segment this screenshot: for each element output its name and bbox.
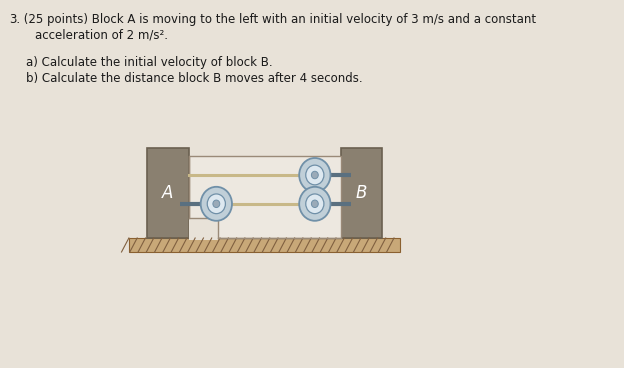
Circle shape <box>311 171 318 179</box>
Circle shape <box>207 194 225 214</box>
Circle shape <box>213 200 220 208</box>
Bar <box>188 218 218 240</box>
Circle shape <box>306 194 324 214</box>
Text: 3.: 3. <box>9 13 21 26</box>
Circle shape <box>306 165 324 185</box>
Circle shape <box>299 158 331 192</box>
Text: b) Calculate the distance block B moves after 4 seconds.: b) Calculate the distance block B moves … <box>26 72 363 85</box>
Bar <box>188 156 341 238</box>
Text: B: B <box>356 184 367 202</box>
Text: a) Calculate the initial velocity of block B.: a) Calculate the initial velocity of blo… <box>26 56 273 69</box>
Bar <box>341 148 382 238</box>
Text: A: A <box>162 184 173 202</box>
Bar <box>147 148 188 238</box>
Circle shape <box>201 187 232 221</box>
Bar <box>129 238 401 252</box>
Text: (25 points) Block A is moving to the left with an initial velocity of 3 m/s and : (25 points) Block A is moving to the lef… <box>20 13 537 26</box>
Text: acceleration of 2 m/s².: acceleration of 2 m/s². <box>20 29 168 42</box>
Circle shape <box>311 200 318 208</box>
Circle shape <box>299 187 331 221</box>
